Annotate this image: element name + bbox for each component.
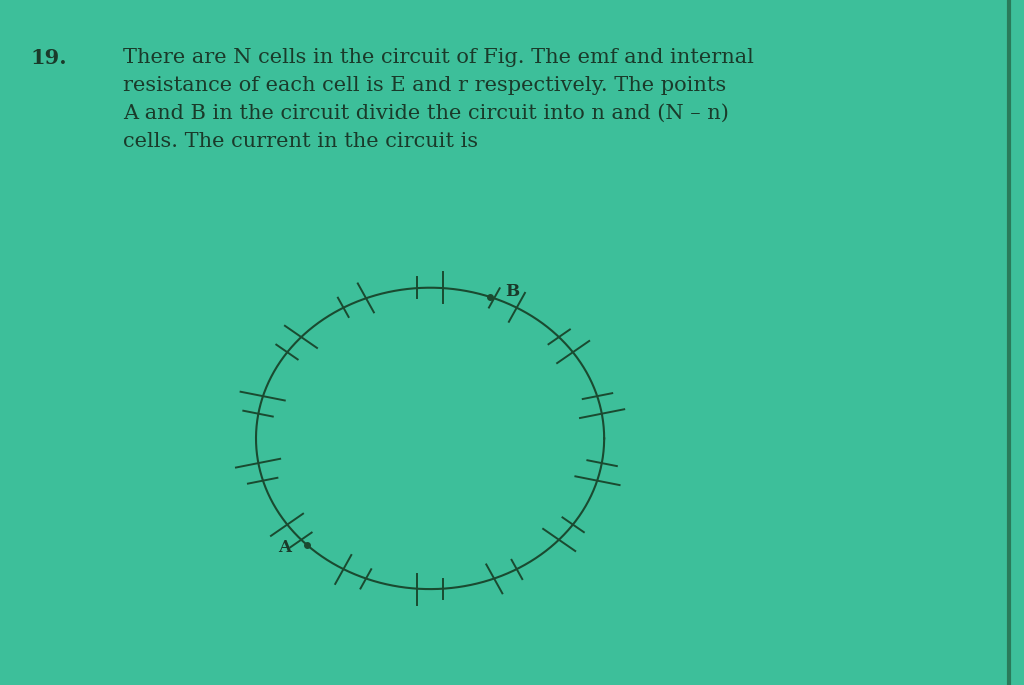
Text: 19.: 19. [31,48,68,68]
Text: There are N cells in the circuit of Fig. The emf and internal
resistance of each: There are N cells in the circuit of Fig.… [123,48,754,151]
Text: A: A [278,539,291,556]
Text: B: B [505,283,519,300]
